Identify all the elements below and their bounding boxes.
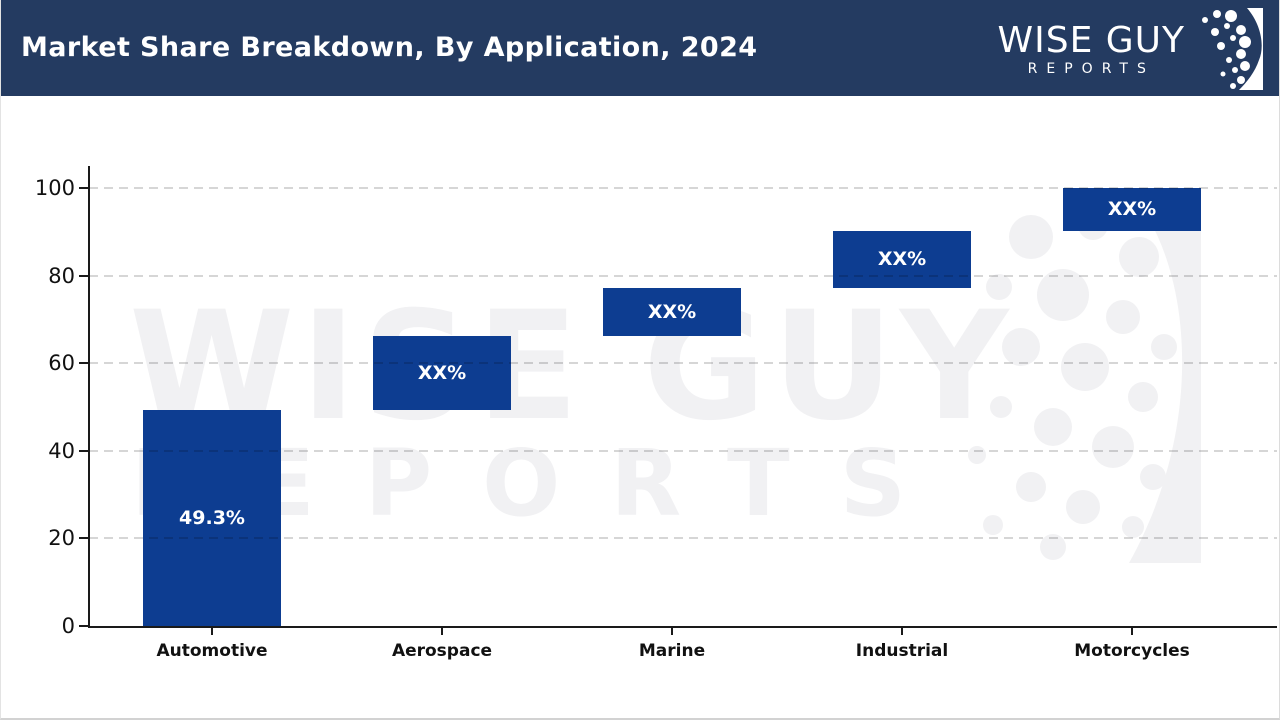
y-axis-tick-mark (79, 362, 88, 365)
gridline-y80 (89, 274, 1277, 277)
y-axis-line (88, 166, 90, 628)
header-bar: Market Share Breakdown, By Application, … (1, 0, 1279, 96)
bar-automotive (143, 410, 281, 626)
chart-title: Market Share Breakdown, By Application, … (21, 32, 758, 63)
y-axis-tick-mark (79, 274, 88, 277)
y-axis-tick-label: 100 (34, 176, 75, 200)
x-axis-label-industrial: Industrial (855, 641, 949, 661)
bar-value-label: XX% (877, 248, 927, 271)
bar-value-label: XX% (1107, 198, 1157, 221)
x-axis-line (88, 626, 1277, 628)
x-axis-tick-mark (1131, 628, 1133, 635)
bar-marine (603, 287, 741, 336)
bar-value-label: XX% (417, 361, 467, 384)
gridline-y20 (89, 537, 1277, 540)
y-axis-tick-label: 40 (48, 438, 75, 463)
y-axis-tick-mark (79, 187, 88, 189)
wiseguy-logo-line1: WISE GUY (997, 19, 1185, 61)
gridline-y40 (89, 449, 1277, 452)
bar-motorcycles (1063, 188, 1201, 231)
y-axis-tick-mark (79, 449, 88, 452)
gridline-y60 (89, 362, 1277, 365)
bar-value-label: 49.3% (179, 507, 245, 530)
bar-industrial (833, 230, 971, 288)
y-axis-tick-label: 0 (61, 614, 75, 638)
wiseguy-logo: WISE GUY REPORTS (998, 8, 1263, 90)
wiseguy-logo-face-icon (1202, 8, 1263, 90)
wiseguy-logo-text: WISE GUY REPORTS (998, 21, 1186, 78)
gridline-y100 (89, 187, 1277, 189)
x-axis-label-motorcycles: Motorcycles (1074, 641, 1190, 661)
x-axis-tick-mark (671, 628, 673, 635)
wiseguy-logo-line2: REPORTS (1027, 61, 1155, 78)
x-axis-label-automotive: Automotive (156, 641, 268, 661)
x-axis-label-aerospace: Aerospace (391, 641, 493, 661)
y-axis-tick-mark (79, 537, 88, 540)
x-axis-label-marine: Marine (638, 641, 706, 661)
bar-value-label: XX% (647, 300, 697, 323)
y-axis-tick-label: 60 (48, 351, 75, 376)
y-axis-tick-label: 20 (48, 526, 75, 551)
y-axis-tick-label: 80 (48, 263, 75, 288)
x-axis-tick-mark (211, 628, 213, 635)
watermark-face-dots-motif (968, 210, 1201, 563)
x-axis-tick-mark (441, 628, 443, 635)
x-axis-tick-mark (901, 628, 903, 635)
bar-aerospace (373, 335, 511, 411)
y-axis-tick-mark (79, 625, 88, 627)
